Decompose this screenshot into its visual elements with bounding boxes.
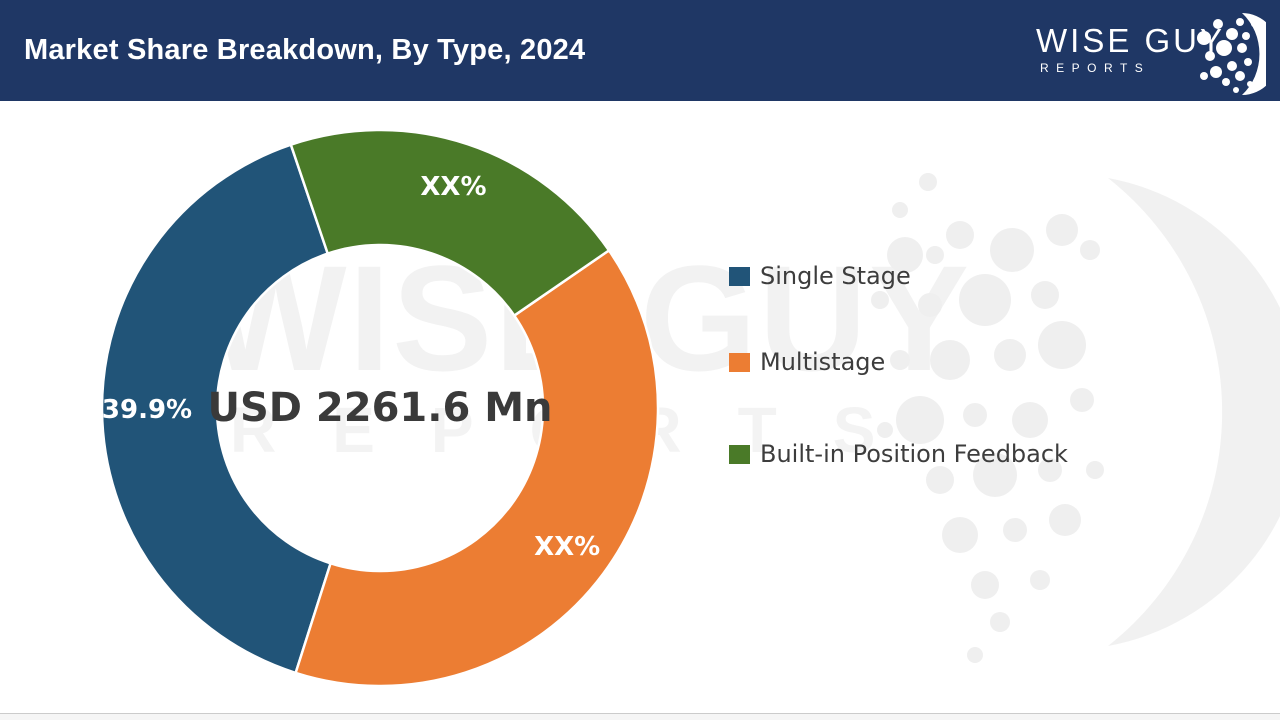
logo-text: WISE GUY REPORTS bbox=[1036, 22, 1226, 76]
legend-label: Multistage bbox=[760, 348, 886, 376]
header-bar: Market Share Breakdown, By Type, 2024 WI… bbox=[0, 0, 1280, 101]
wise-guy-logo: WISE GUY REPORTS bbox=[1036, 10, 1266, 95]
legend-swatch-built-in-position-feedback bbox=[729, 444, 750, 464]
segment-multistage bbox=[294, 249, 660, 688]
logo-face-icon bbox=[1197, 13, 1266, 95]
legend-item-single-stage: Single Stage bbox=[729, 261, 911, 291]
segment-single-stage bbox=[100, 143, 332, 675]
segment-value-label: XX% bbox=[534, 531, 601, 562]
legend-label: Built-in Position Feedback bbox=[760, 440, 1068, 468]
legend-item-built-in-position-feedback: Built-in Position Feedback bbox=[729, 439, 1068, 469]
legend-label: Single Stage bbox=[760, 262, 911, 290]
logo-wordmark: WISE GUY bbox=[1036, 22, 1226, 59]
donut-center-value: USD 2261.6 Mn bbox=[207, 385, 553, 431]
footer-edge bbox=[0, 713, 1280, 720]
segment-built-in-position-feedback bbox=[289, 128, 611, 317]
logo-subtext: REPORTS bbox=[1040, 61, 1151, 75]
segment-value-label: 39.9% bbox=[101, 395, 193, 426]
legend: Single Stage Multistage Built-in Positio… bbox=[729, 0, 1149, 720]
legend-swatch-multistage bbox=[729, 352, 750, 372]
segment-value-label: XX% bbox=[420, 171, 487, 202]
legend-swatch-single-stage bbox=[729, 266, 750, 286]
page-title: Market Share Breakdown, By Type, 2024 bbox=[24, 34, 586, 66]
legend-item-multistage: Multistage bbox=[729, 347, 885, 377]
